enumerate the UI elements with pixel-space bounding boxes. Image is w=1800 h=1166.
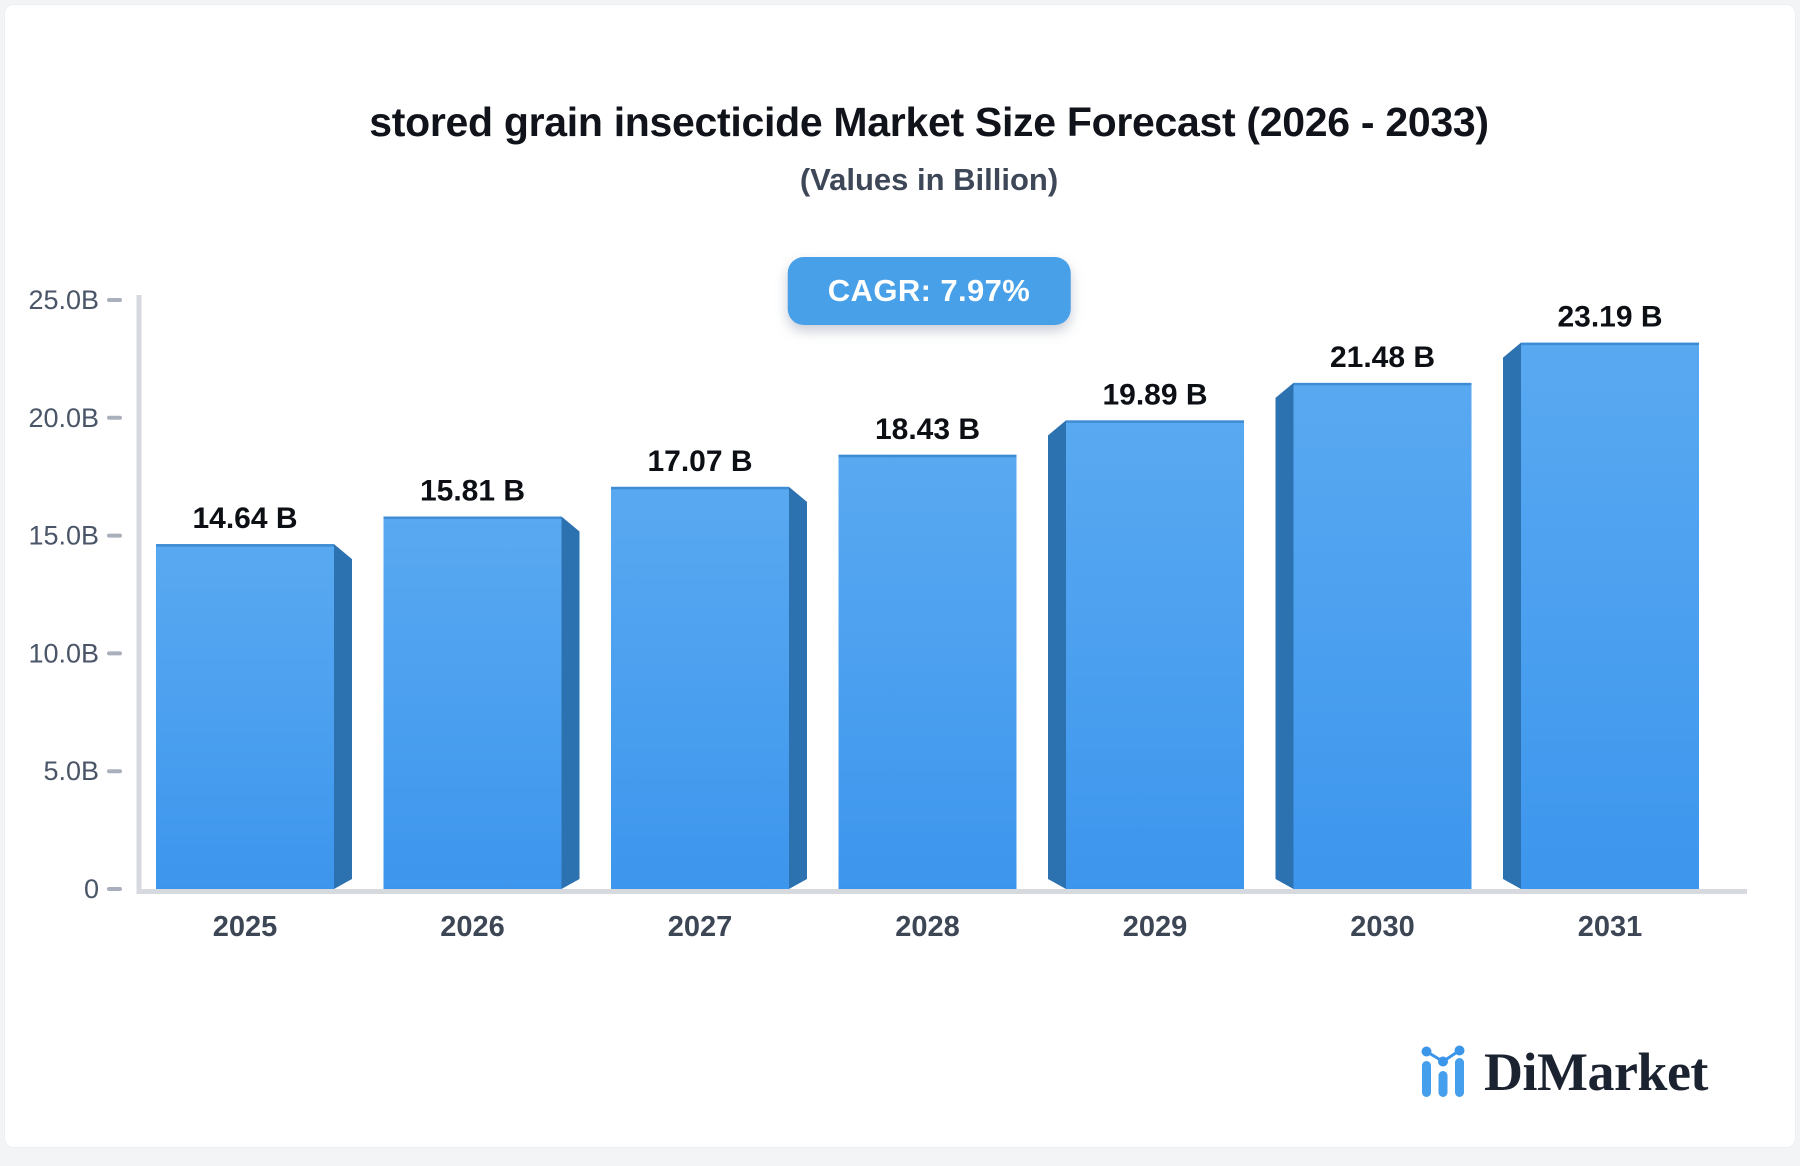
x-axis-label: 2026 xyxy=(440,911,505,943)
bar-2030: 21.48 B 2030 xyxy=(1275,341,1472,943)
bar-side-face xyxy=(1275,382,1294,889)
bar-side-face xyxy=(334,544,352,889)
bar-2026: 15.81 B 2026 xyxy=(383,475,580,943)
y-axis-label: 10.0B xyxy=(28,638,99,668)
y-axis-label: 15.0B xyxy=(28,521,99,551)
x-axis-label: 2025 xyxy=(213,911,278,943)
bar-face xyxy=(611,486,789,889)
x-axis-label: 2028 xyxy=(895,911,960,943)
x-axis-label: 2027 xyxy=(668,911,733,943)
bar-side-face xyxy=(1048,420,1066,889)
y-tick-mark xyxy=(107,415,122,420)
bar-face xyxy=(383,516,562,889)
y-tick-mark xyxy=(107,887,122,891)
bar-value-label: 23.19 B xyxy=(1557,301,1662,334)
bar-2029: 19.89 B 2029 xyxy=(1048,378,1244,943)
bar-face xyxy=(1293,382,1472,889)
y-tick-mark xyxy=(107,769,122,774)
bar-side-face xyxy=(789,486,807,889)
y-axis-label: 0 xyxy=(84,874,99,904)
dimarket-logo: DiMarket xyxy=(1421,1045,1708,1099)
y-axis-line xyxy=(136,295,142,894)
bar-value-label: 21.48 B xyxy=(1330,341,1435,374)
bar-2031: 23.19 B 2031 xyxy=(1503,301,1699,943)
x-axis-label: 2029 xyxy=(1123,911,1188,943)
x-axis-baseline xyxy=(136,889,1747,894)
bar-side-face xyxy=(1503,342,1521,890)
bar-2028: 18.43 B 2028 xyxy=(838,413,1017,943)
bar-chart-plot-area: 25.0B 20.0B 15.0B 10.0B 5.0B 0 14.64 B 2025 15.8… xyxy=(5,5,1795,1147)
x-axis-label: 2031 xyxy=(1578,911,1643,943)
logo-text: DiMarket xyxy=(1484,1042,1708,1102)
bar-value-label: 17.07 B xyxy=(647,445,752,478)
cagr-badge: CAGR: 7.97% xyxy=(787,257,1071,325)
chart-subtitle: (Values in Billion) xyxy=(799,162,1059,198)
bar-face xyxy=(156,544,334,889)
bar-face xyxy=(838,454,1017,889)
chart-card: stored grain insecticide Market Size For… xyxy=(4,4,1796,1148)
bar-2025: 14.64 B 2025 xyxy=(156,502,352,943)
x-axis-label: 2030 xyxy=(1350,911,1415,943)
y-tick-mark xyxy=(107,651,122,656)
bar-chart-with-dots-logo-icon xyxy=(1421,1045,1465,1097)
bar-2027: 17.07 B 2027 xyxy=(611,445,807,943)
y-axis-label: 25.0B xyxy=(28,285,99,315)
chart-header: stored grain insecticide Market Size For… xyxy=(139,97,1719,198)
bar-value-label: 15.81 B xyxy=(420,475,525,508)
bar-value-label: 14.64 B xyxy=(192,502,297,535)
y-axis-label: 5.0B xyxy=(43,756,99,786)
bar-value-label: 19.89 B xyxy=(1102,378,1207,411)
y-axis-label: 20.0B xyxy=(28,403,99,433)
y-tick-mark xyxy=(107,298,122,302)
y-tick-mark xyxy=(107,533,122,538)
bar-side-face xyxy=(561,516,580,889)
bar-face xyxy=(1521,342,1699,890)
bar-value-label: 18.43 B xyxy=(875,413,980,446)
chart-title: stored grain insecticide Market Size For… xyxy=(369,99,1489,145)
bar-face xyxy=(1066,420,1244,889)
